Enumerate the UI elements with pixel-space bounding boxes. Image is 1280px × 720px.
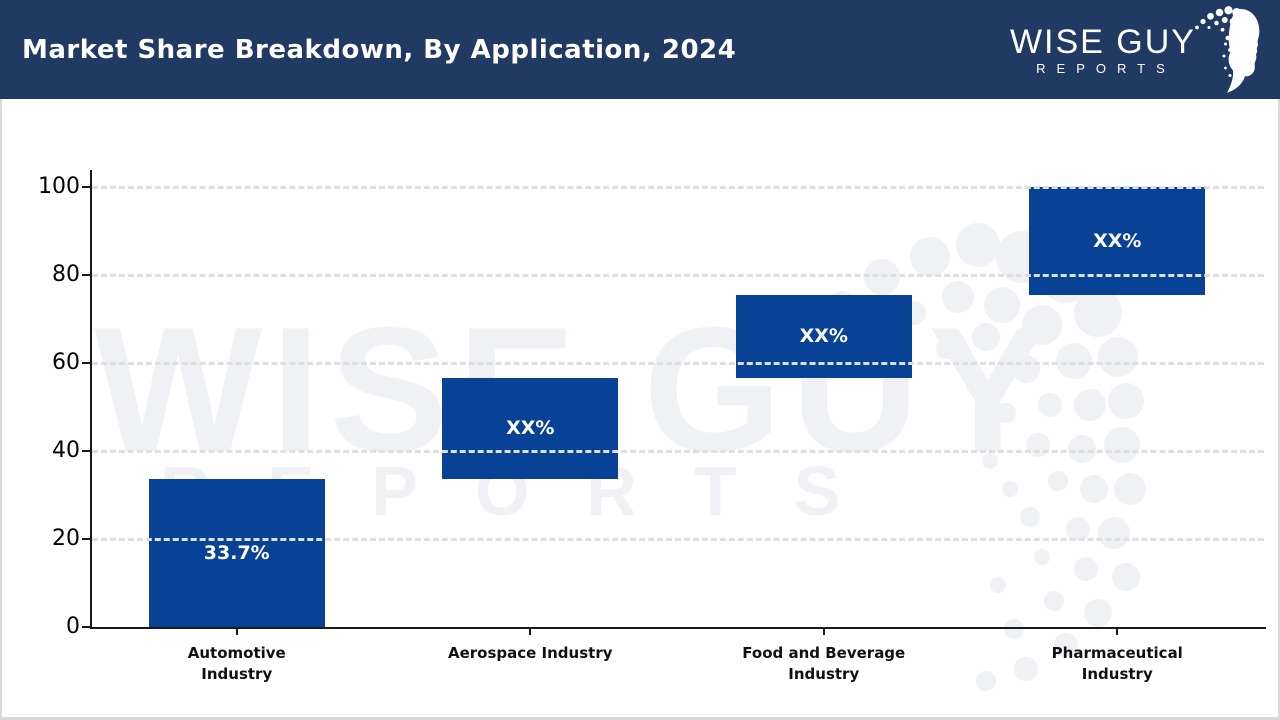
x-category-label-pharmaceutical-industry: Pharmaceutical Industry: [987, 643, 1247, 685]
y-tick-label-80: 80: [52, 262, 80, 287]
y-axis-line: [90, 170, 92, 629]
y-tick-mark-100: [82, 186, 90, 188]
bar-pharmaceutical-industry: XX%: [1029, 187, 1206, 296]
header: Market Share Breakdown, By Application, …: [0, 0, 1280, 99]
bar-food-and-beverage-industry: XX%: [735, 295, 912, 378]
x-category-label-line: Pharmaceutical: [1051, 644, 1183, 662]
gridline-60: [92, 362, 1264, 365]
bar-value-label-food-and-beverage-industry: XX%: [799, 325, 848, 348]
y-tick-mark-80: [82, 274, 90, 276]
gridline-100: [92, 186, 1264, 189]
y-tick-mark-40: [82, 450, 90, 452]
x-category-label-food-and-beverage-industry: Food and Beverage Industry: [694, 643, 954, 685]
brand-sub: REPORTS: [1036, 60, 1176, 76]
x-category-label-line: Aerospace Industry: [447, 644, 613, 662]
x-tick-mark-aerospace-industry: [529, 629, 532, 635]
y-tick-label-40: 40: [52, 438, 80, 463]
y-tick-label-20: 20: [52, 526, 80, 551]
bar-value-label-automotive-industry: 33.7%: [203, 541, 270, 564]
x-axis-line: [90, 627, 1266, 629]
bar-value-label-aerospace-industry: XX%: [506, 417, 555, 440]
x-tick-mark-automotive-industry: [235, 629, 238, 635]
brand-text: WISE GUY REPORTS: [1010, 24, 1196, 76]
x-tick-mark-pharmaceutical-industry: [1116, 629, 1119, 635]
y-tick-mark-20: [82, 538, 90, 540]
y-tick-label-60: 60: [52, 350, 80, 375]
x-category-label-aerospace-industry: Aerospace Industry: [400, 643, 660, 664]
wiseguy-head-icon: [1195, 5, 1260, 93]
bar-value-label-pharmaceutical-industry: XX%: [1093, 230, 1142, 253]
x-category-label-automotive-industry: Automotive Industry: [107, 643, 367, 685]
page-title: Market Share Breakdown, By Application, …: [22, 34, 737, 65]
plot-area: 0 20 40 60 80 100 33.7% Automotive Industry XX% Ae…: [2, 99, 1278, 717]
y-tick-mark-60: [82, 362, 90, 364]
x-tick-mark-food-and-beverage-industry: [822, 629, 825, 635]
bar-automotive-industry: 33.7%: [148, 478, 325, 627]
brand-name: WISE GUY: [1009, 22, 1196, 61]
y-tick-mark-0: [82, 626, 90, 628]
gridline-80: [92, 274, 1264, 277]
x-category-label-line: Food and Beverage: [742, 644, 906, 662]
x-category-label-line: Automotive: [187, 644, 286, 662]
gridline-40: [92, 450, 1264, 453]
x-category-label-line: Industry: [1081, 665, 1153, 683]
x-category-label-line: Industry: [788, 665, 860, 683]
y-tick-label-0: 0: [66, 614, 80, 639]
bar-aerospace-industry: XX%: [442, 377, 619, 479]
gridline-20: [92, 538, 1264, 541]
brand-logo: WISE GUY REPORTS: [1010, 5, 1266, 95]
chart-area: WISE GUY REPORTS 0 20 40 60 80 100 33.7% Automo…: [0, 99, 1280, 720]
x-category-label-line: Industry: [201, 665, 273, 683]
y-tick-label-100: 100: [38, 174, 80, 199]
